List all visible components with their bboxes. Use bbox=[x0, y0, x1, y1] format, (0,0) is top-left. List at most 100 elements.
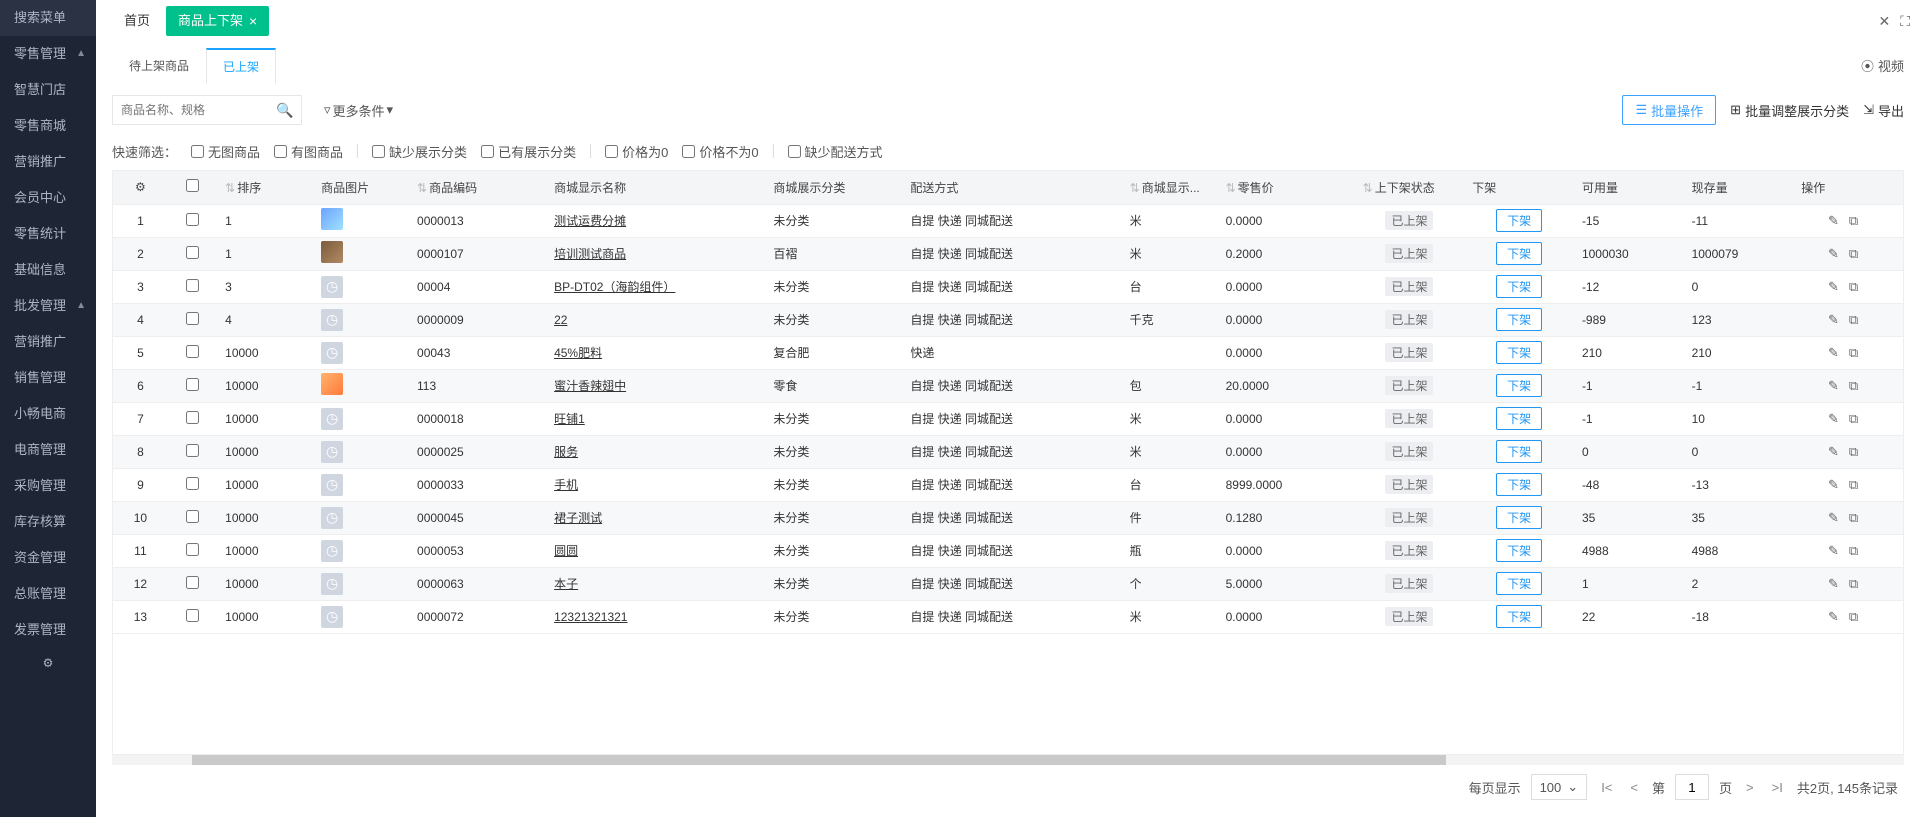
col-header-9[interactable]: ⇅零售价 bbox=[1218, 171, 1355, 204]
edit-icon[interactable]: ✎ bbox=[1828, 312, 1839, 327]
product-name-link[interactable]: 手机 bbox=[554, 478, 578, 492]
tab-close-icon[interactable]: ✕ bbox=[1878, 13, 1890, 30]
unlist-button[interactable]: 下架 bbox=[1496, 242, 1542, 265]
unlist-button[interactable]: 下架 bbox=[1496, 275, 1542, 298]
row-checkbox[interactable] bbox=[186, 411, 199, 424]
row-checkbox[interactable] bbox=[186, 378, 199, 391]
open-icon[interactable]: ⧉ bbox=[1849, 609, 1858, 624]
quickfilter-checkbox[interactable] bbox=[788, 145, 801, 158]
row-checkbox[interactable] bbox=[186, 444, 199, 457]
settings-gear[interactable]: ⚙ bbox=[0, 648, 96, 678]
edit-icon[interactable]: ✎ bbox=[1828, 345, 1839, 360]
product-name-link[interactable]: 服务 bbox=[554, 445, 578, 459]
unlist-button[interactable]: 下架 bbox=[1496, 473, 1542, 496]
quickfilter-checkbox[interactable] bbox=[372, 145, 385, 158]
unlist-button[interactable]: 下架 bbox=[1496, 539, 1542, 562]
tab-active[interactable]: 商品上下架 × bbox=[166, 6, 269, 36]
batch-action-button[interactable]: ☰批量操作 bbox=[1622, 95, 1716, 125]
select-all-checkbox[interactable] bbox=[186, 179, 199, 192]
sidebar-item-12[interactable]: 电商管理 bbox=[0, 432, 96, 468]
horizontal-scrollbar[interactable] bbox=[112, 755, 1904, 765]
edit-icon[interactable]: ✎ bbox=[1828, 213, 1839, 228]
last-page-button[interactable]: >I bbox=[1768, 780, 1787, 795]
first-page-button[interactable]: I< bbox=[1597, 780, 1616, 795]
unlist-button[interactable]: 下架 bbox=[1496, 374, 1542, 397]
subtab-pending[interactable]: 待上架商品 bbox=[112, 48, 206, 83]
unlist-button[interactable]: 下架 bbox=[1496, 407, 1542, 430]
more-conditions[interactable]: ▿更多条件 ▾ bbox=[324, 101, 393, 120]
sidebar-item-13[interactable]: 采购管理 bbox=[0, 468, 96, 504]
unlist-button[interactable]: 下架 bbox=[1496, 341, 1542, 364]
col-header-7[interactable]: 配送方式 bbox=[902, 171, 1121, 204]
open-icon[interactable]: ⧉ bbox=[1849, 279, 1858, 294]
product-name-link[interactable]: 测试运费分摊 bbox=[554, 214, 626, 228]
edit-icon[interactable]: ✎ bbox=[1828, 246, 1839, 261]
sidebar-item-7[interactable]: 基础信息 bbox=[0, 252, 96, 288]
row-checkbox[interactable] bbox=[186, 576, 199, 589]
sidebar-item-11[interactable]: 小畅电商 bbox=[0, 396, 96, 432]
sidebar-item-15[interactable]: 资金管理 bbox=[0, 540, 96, 576]
product-name-link[interactable]: 22 bbox=[554, 313, 567, 327]
open-icon[interactable]: ⧉ bbox=[1849, 444, 1858, 459]
edit-icon[interactable]: ✎ bbox=[1828, 576, 1839, 591]
quickfilter-1[interactable]: 有图商品 bbox=[274, 142, 343, 161]
unlist-button[interactable]: 下架 bbox=[1496, 308, 1542, 331]
sidebar-item-1[interactable]: 零售管理▲ bbox=[0, 36, 96, 72]
quickfilter-checkbox[interactable] bbox=[605, 145, 618, 158]
batch-category-link[interactable]: ⊞批量调整展示分类 bbox=[1730, 101, 1849, 120]
quickfilter-3[interactable]: 已有展示分类 bbox=[481, 142, 576, 161]
product-name-link[interactable]: 裙子测试 bbox=[554, 511, 602, 525]
tab-home[interactable]: 首页 bbox=[112, 6, 162, 36]
edit-icon[interactable]: ✎ bbox=[1828, 543, 1839, 558]
row-checkbox[interactable] bbox=[186, 279, 199, 292]
edit-icon[interactable]: ✎ bbox=[1828, 510, 1839, 525]
row-checkbox[interactable] bbox=[186, 477, 199, 490]
edit-icon[interactable]: ✎ bbox=[1828, 378, 1839, 393]
open-icon[interactable]: ⧉ bbox=[1849, 477, 1858, 492]
sidebar-item-6[interactable]: 零售统计 bbox=[0, 216, 96, 252]
open-icon[interactable]: ⧉ bbox=[1849, 312, 1858, 327]
unlist-button[interactable]: 下架 bbox=[1496, 440, 1542, 463]
sidebar-item-17[interactable]: 发票管理 bbox=[0, 612, 96, 648]
col-header-3[interactable]: 商品图片 bbox=[313, 171, 409, 204]
table-wrapper[interactable]: ⚙⇅排序商品图片⇅商品编码商城显示名称商城展示分类配送方式⇅商城显示...⇅零售… bbox=[112, 170, 1904, 755]
quickfilter-checkbox[interactable] bbox=[191, 145, 204, 158]
pagesize-select[interactable]: 100⌄ bbox=[1531, 774, 1588, 800]
fullscreen-icon[interactable]: ⛶ bbox=[1900, 13, 1910, 30]
edit-icon[interactable]: ✎ bbox=[1828, 411, 1839, 426]
open-icon[interactable]: ⧉ bbox=[1849, 543, 1858, 558]
search-input[interactable] bbox=[121, 103, 276, 117]
open-icon[interactable]: ⧉ bbox=[1849, 576, 1858, 591]
col-header-11[interactable]: 下架 bbox=[1464, 171, 1574, 204]
prev-page-button[interactable]: < bbox=[1626, 780, 1642, 795]
open-icon[interactable]: ⧉ bbox=[1849, 510, 1858, 525]
col-header-6[interactable]: 商城展示分类 bbox=[765, 171, 902, 204]
row-checkbox[interactable] bbox=[186, 609, 199, 622]
product-name-link[interactable]: BP-DT02（海韵组件） bbox=[554, 280, 675, 294]
open-icon[interactable]: ⧉ bbox=[1849, 378, 1858, 393]
col-header-12[interactable]: 可用量 bbox=[1574, 171, 1684, 204]
quickfilter-2[interactable]: 缺少展示分类 bbox=[372, 142, 467, 161]
row-checkbox[interactable] bbox=[186, 312, 199, 325]
col-header-8[interactable]: ⇅商城显示... bbox=[1122, 171, 1218, 204]
col-header-10[interactable]: ⇅上下架状态 bbox=[1355, 171, 1465, 204]
next-page-button[interactable]: > bbox=[1742, 780, 1758, 795]
page-input[interactable] bbox=[1675, 774, 1709, 800]
close-icon[interactable]: × bbox=[249, 6, 257, 36]
row-checkbox[interactable] bbox=[186, 543, 199, 556]
row-checkbox[interactable] bbox=[186, 345, 199, 358]
subtab-listed[interactable]: 已上架 bbox=[206, 48, 276, 84]
unlist-button[interactable]: 下架 bbox=[1496, 572, 1542, 595]
col-header-4[interactable]: ⇅商品编码 bbox=[409, 171, 546, 204]
sidebar-item-4[interactable]: 营销推广 bbox=[0, 144, 96, 180]
sidebar-item-9[interactable]: 营销推广 bbox=[0, 324, 96, 360]
col-header-1[interactable] bbox=[168, 171, 217, 204]
product-name-link[interactable]: 45%肥料 bbox=[554, 346, 602, 360]
video-link[interactable]: ⦿视频 bbox=[1861, 56, 1904, 75]
edit-icon[interactable]: ✎ bbox=[1828, 279, 1839, 294]
sidebar-item-0[interactable]: 搜索菜单 bbox=[0, 0, 96, 36]
col-header-13[interactable]: 现存量 bbox=[1684, 171, 1794, 204]
sidebar-item-16[interactable]: 总账管理 bbox=[0, 576, 96, 612]
sidebar-item-2[interactable]: 智慧门店 bbox=[0, 72, 96, 108]
product-name-link[interactable]: 培训测试商品 bbox=[554, 247, 626, 261]
